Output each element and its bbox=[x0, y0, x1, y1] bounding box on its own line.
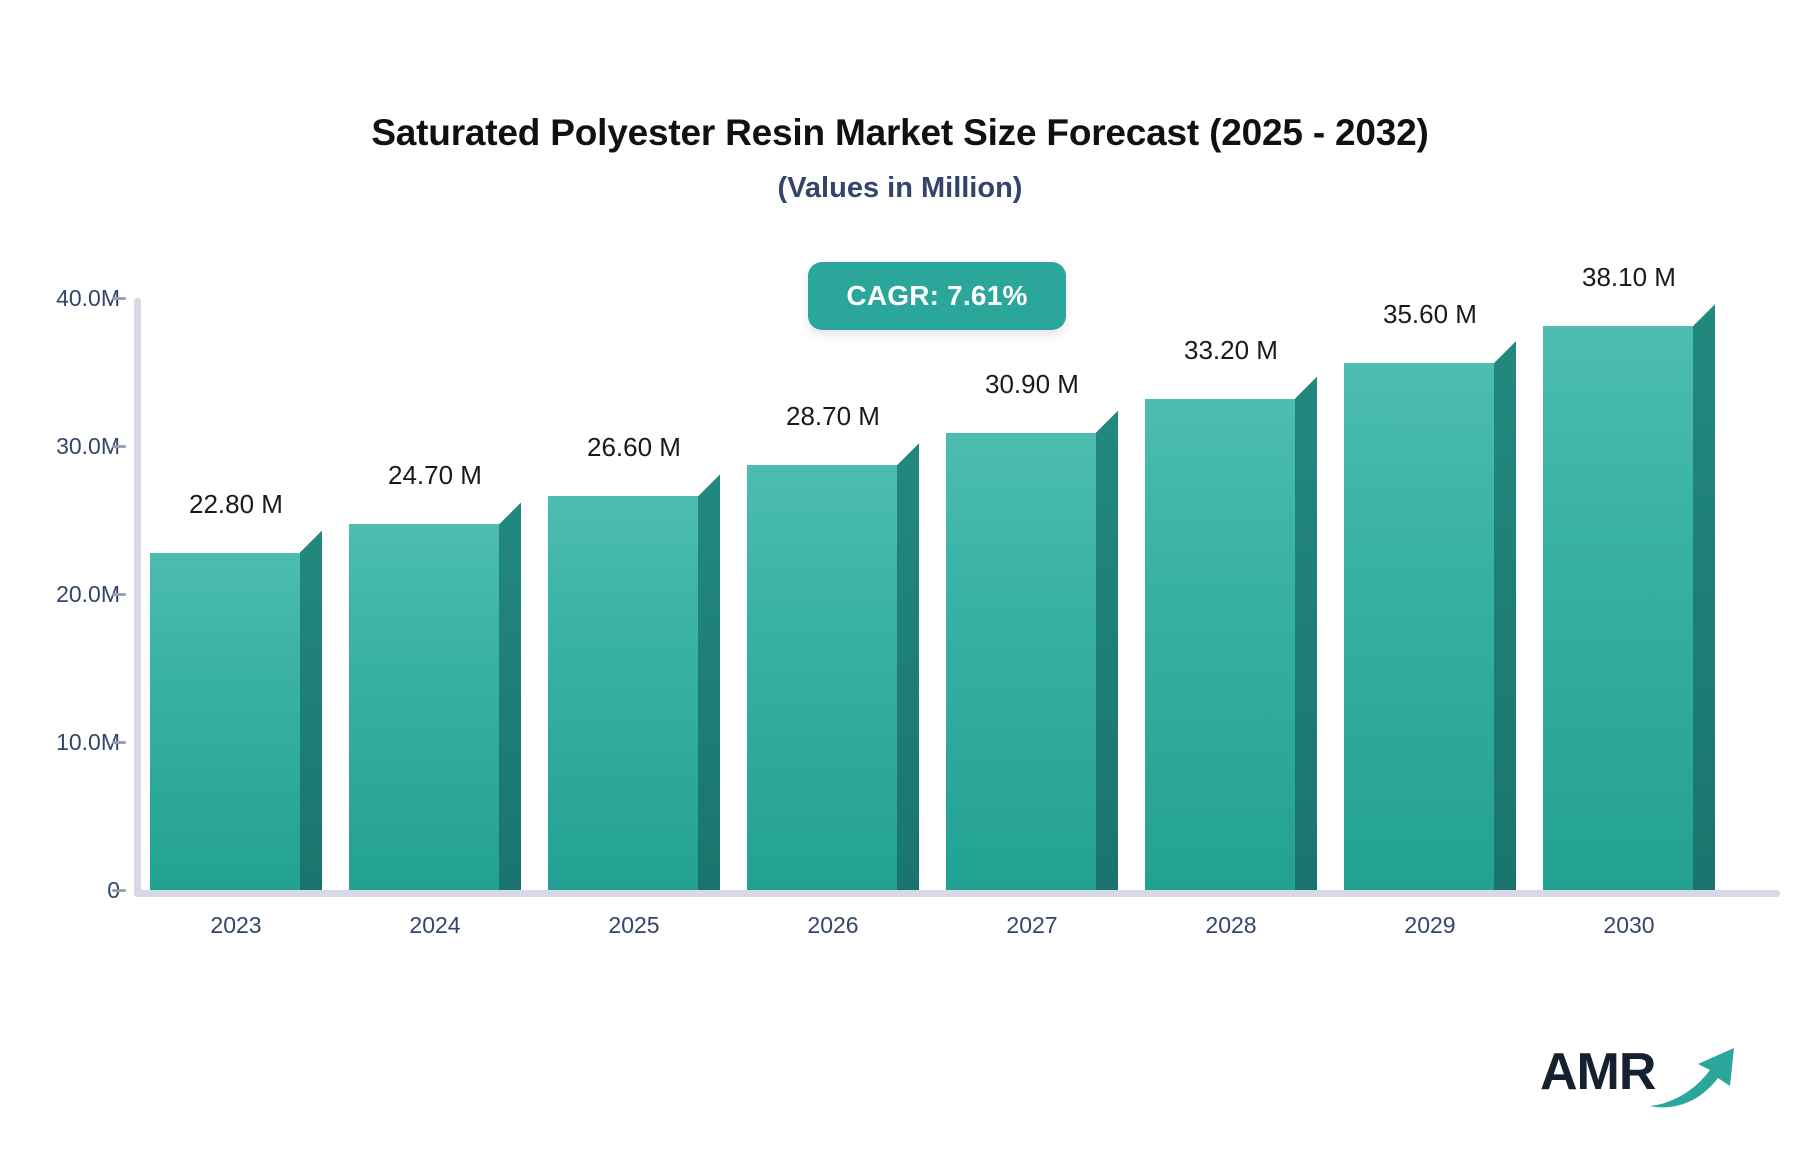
x-axis-tick-label: 2024 bbox=[409, 912, 461, 938]
bar-front-face bbox=[349, 524, 499, 890]
bar-value-label: 33.20 M bbox=[1184, 334, 1278, 365]
x-axis-tick-label: 2029 bbox=[1404, 912, 1456, 938]
bar-front-face bbox=[1543, 326, 1693, 890]
amr-logo-text: AMR bbox=[1540, 1043, 1656, 1101]
y-axis-tick-label: 20.0M bbox=[56, 580, 120, 607]
bar bbox=[548, 474, 720, 890]
y-axis-tick-mark bbox=[112, 593, 126, 596]
y-axis-tick-mark bbox=[112, 297, 126, 300]
x-axis-tick-label: 2026 bbox=[807, 912, 859, 938]
bar-value-label: 28.70 M bbox=[786, 401, 880, 432]
bar bbox=[349, 502, 521, 890]
y-axis-tick-mark bbox=[112, 741, 126, 744]
bar bbox=[1344, 341, 1516, 890]
x-axis-tick-label: 2025 bbox=[608, 912, 660, 938]
y-axis-tick-label: 30.0M bbox=[56, 432, 120, 459]
bar bbox=[946, 410, 1118, 890]
bar-side-face bbox=[1096, 410, 1118, 890]
bar-front-face bbox=[747, 465, 897, 890]
bar-side-face bbox=[1295, 376, 1317, 890]
bar-side-face bbox=[1693, 304, 1715, 890]
bar-value-label: 24.70 M bbox=[388, 460, 482, 491]
cagr-badge-label: CAGR: 7.61% bbox=[846, 280, 1028, 311]
bar-side-face bbox=[897, 443, 919, 890]
y-axis-tick-label: 10.0M bbox=[56, 728, 120, 755]
y-axis-tick-label: 40.0M bbox=[56, 284, 120, 311]
bar bbox=[150, 530, 322, 890]
cagr-badge: CAGR: 7.61% bbox=[808, 262, 1066, 330]
bar-value-label: 35.60 M bbox=[1383, 299, 1477, 330]
bar-front-face bbox=[946, 432, 1096, 890]
bar-front-face bbox=[1145, 398, 1295, 890]
bar bbox=[747, 443, 919, 890]
bar-value-label: 38.10 M bbox=[1582, 262, 1676, 293]
x-axis-tick-label: 2023 bbox=[210, 912, 262, 938]
x-axis-tick-label: 2027 bbox=[1006, 912, 1058, 938]
bar-side-face bbox=[1494, 341, 1516, 890]
bar-value-label: 26.60 M bbox=[587, 432, 681, 463]
bar bbox=[1543, 304, 1715, 890]
bar bbox=[1145, 376, 1317, 890]
bar-value-label: 30.90 M bbox=[985, 368, 1079, 399]
x-axis-tick-label: 2028 bbox=[1205, 912, 1257, 938]
y-axis-tick-mark bbox=[112, 889, 126, 892]
bar-side-face bbox=[300, 530, 322, 890]
bar-side-face bbox=[698, 474, 720, 890]
growth-arrow-icon bbox=[1650, 1048, 1734, 1108]
bar-front-face bbox=[1344, 363, 1494, 890]
y-axis-tick-mark bbox=[112, 445, 126, 448]
bar-front-face bbox=[548, 496, 698, 890]
chart-subtitle: (Values in Million) bbox=[777, 172, 1023, 204]
y-axis-line bbox=[134, 298, 141, 896]
bar-front-face bbox=[150, 552, 300, 890]
bar-value-label: 22.80 M bbox=[189, 488, 283, 519]
page-title: Saturated Polyester Resin Market Size Fo… bbox=[371, 112, 1429, 153]
bar-side-face bbox=[499, 502, 521, 890]
x-axis-tick-label: 2030 bbox=[1603, 912, 1655, 938]
amr-logo: AMR bbox=[1540, 1040, 1740, 1116]
x-axis-line bbox=[134, 890, 1780, 897]
